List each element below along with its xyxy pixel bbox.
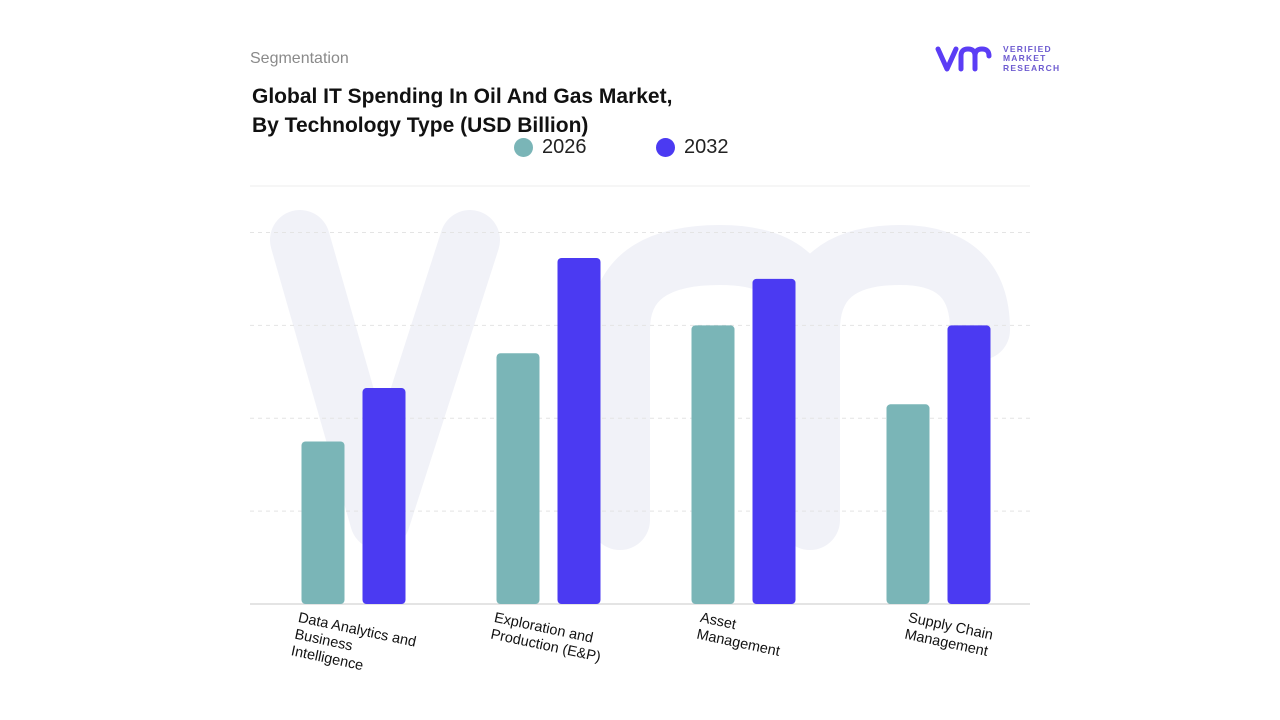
chart-title-line-2: By Technology Type (USD Billion) xyxy=(252,114,589,137)
vmr-logo-icon xyxy=(935,46,992,72)
bar-2032-1 xyxy=(362,388,406,604)
legend-label-2032: 2032 xyxy=(684,136,729,158)
chart-legend: 2026 2032 xyxy=(0,136,1280,162)
legend-label-2026: 2026 xyxy=(542,136,587,158)
bar-2026-2 xyxy=(496,353,540,604)
vmr-logo: VERIFIED MARKET RESEARCH xyxy=(935,44,1060,74)
chart-title-line-1: Global IT Spending In Oil And Gas Market… xyxy=(252,85,673,108)
bar-2032-4 xyxy=(947,325,991,604)
logo-text-line-3: RESEARCH xyxy=(1003,62,1061,73)
bar-2026-1 xyxy=(301,441,345,604)
logo-text-line-1: VERIFIED xyxy=(1003,43,1052,54)
legend-swatch-2026 xyxy=(514,138,533,157)
vmr-logo-text: VERIFIED MARKET RESEARCH xyxy=(1003,43,1061,74)
bar-2032-2 xyxy=(557,257,601,604)
chart-bars xyxy=(301,257,991,604)
chart-title: Global IT Spending In Oil And Gas Market… xyxy=(252,82,772,140)
bar-2032-3 xyxy=(752,278,796,604)
logo-text-line-2: MARKET xyxy=(1003,53,1047,64)
legend-item-2026: 2026 xyxy=(514,136,587,159)
segment-label: Segmentation xyxy=(250,50,349,67)
legend-item-2032: 2032 xyxy=(656,136,729,159)
bar-2026-3 xyxy=(691,325,735,604)
bar-2026-4 xyxy=(886,404,930,604)
legend-swatch-2032 xyxy=(656,138,675,157)
